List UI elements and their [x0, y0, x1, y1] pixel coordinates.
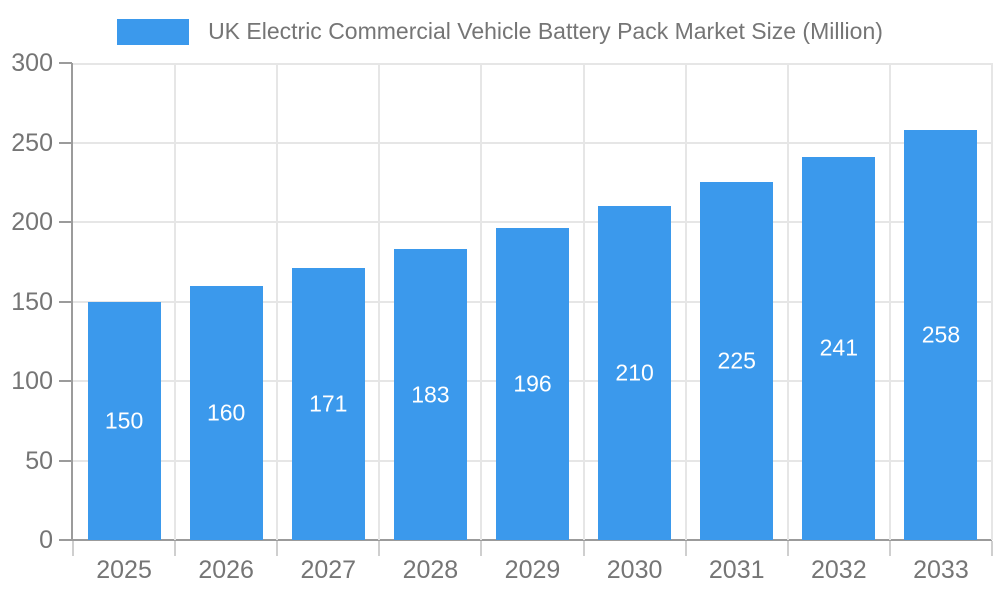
x-axis-tick — [786, 541, 789, 556]
plot-area: 150 160 171 183 196 210 225 241 258 — [73, 63, 993, 540]
bar-value-label: 183 — [411, 381, 450, 408]
x-axis-tick — [378, 541, 381, 556]
v-gridline-3 — [378, 63, 381, 540]
x-axis-tick — [174, 541, 177, 556]
x-axis-tick — [991, 541, 993, 556]
v-gridline-6 — [684, 63, 687, 540]
x-axis-label-2030: 2030 — [606, 556, 663, 584]
bar-2032[interactable]: 241 — [802, 156, 876, 540]
y-axis-label: 300 — [11, 49, 53, 77]
bar-2027[interactable]: 171 — [291, 268, 365, 540]
bar-2031[interactable]: 225 — [700, 182, 774, 540]
v-gridline-7 — [786, 63, 789, 540]
y-axis-label: 250 — [11, 128, 53, 157]
x-axis-label-2031: 2031 — [708, 556, 765, 584]
x-axis-tick — [888, 541, 891, 556]
x-axis-label-2029: 2029 — [504, 556, 561, 584]
y-axis-tick — [59, 380, 72, 382]
y-axis-label: 150 — [11, 287, 53, 316]
bar-value-label: 210 — [615, 359, 654, 386]
y-axis-tick — [59, 459, 72, 462]
y-axis-tick — [59, 221, 72, 223]
x-axis-label-2033: 2033 — [913, 556, 969, 584]
x-axis-label-2032: 2032 — [811, 556, 867, 584]
y-axis-tick — [59, 141, 72, 144]
v-gridline-9 — [991, 63, 993, 540]
bar-value-label: 225 — [717, 347, 756, 374]
x-axis-label-2026: 2026 — [198, 556, 254, 584]
bar-value-label: 241 — [819, 334, 859, 361]
h-gridline-250 — [73, 141, 992, 144]
y-axis-label: 0 — [39, 526, 53, 554]
x-axis-label-2027: 2027 — [300, 556, 357, 584]
x-axis-tick — [480, 541, 483, 556]
y-axis-tick — [59, 300, 72, 303]
y-axis-label: 50 — [25, 446, 53, 475]
x-axis-line — [71, 539, 992, 541]
v-gridline-5 — [582, 63, 585, 540]
v-gridline-8 — [888, 63, 891, 540]
bar-2029[interactable]: 196 — [496, 228, 569, 540]
chart-title: UK Electric Commercial Vehicle Battery P… — [208, 18, 883, 44]
x-axis-tick — [276, 541, 279, 556]
y-axis-tick — [59, 62, 72, 64]
x-axis-label-2025: 2025 — [96, 556, 152, 584]
bar-value-label: 171 — [309, 390, 348, 417]
h-gridline-200 — [73, 221, 992, 223]
y-axis-label: 100 — [11, 367, 53, 395]
bar-2028[interactable]: 183 — [393, 249, 467, 540]
bar-2026[interactable]: 160 — [189, 285, 263, 540]
bar-2033[interactable]: 258 — [904, 129, 978, 540]
y-axis-label: 200 — [11, 208, 53, 236]
chart-legend[interactable]: UK Electric Commercial Vehicle Battery P… — [0, 18, 1000, 45]
v-gridline-4 — [480, 63, 483, 540]
x-axis-tick — [582, 541, 585, 556]
bar-value-label: 196 — [513, 370, 552, 397]
bar-value-label: 160 — [206, 399, 246, 426]
x-axis-tick — [72, 541, 74, 556]
x-axis-label-2028: 2028 — [402, 556, 459, 584]
v-gridline-2 — [276, 63, 279, 540]
y-axis-tick — [59, 539, 72, 541]
h-gridline-300 — [73, 63, 992, 65]
y-axis-line — [71, 63, 73, 541]
x-axis-tick — [684, 541, 687, 556]
v-gridline-1 — [174, 63, 177, 540]
bar-2030[interactable]: 210 — [598, 206, 672, 540]
legend-swatch — [117, 18, 190, 45]
bar-value-label: 258 — [921, 321, 961, 348]
bar-value-label: 150 — [104, 407, 144, 434]
bar-2025[interactable]: 150 — [87, 301, 161, 540]
